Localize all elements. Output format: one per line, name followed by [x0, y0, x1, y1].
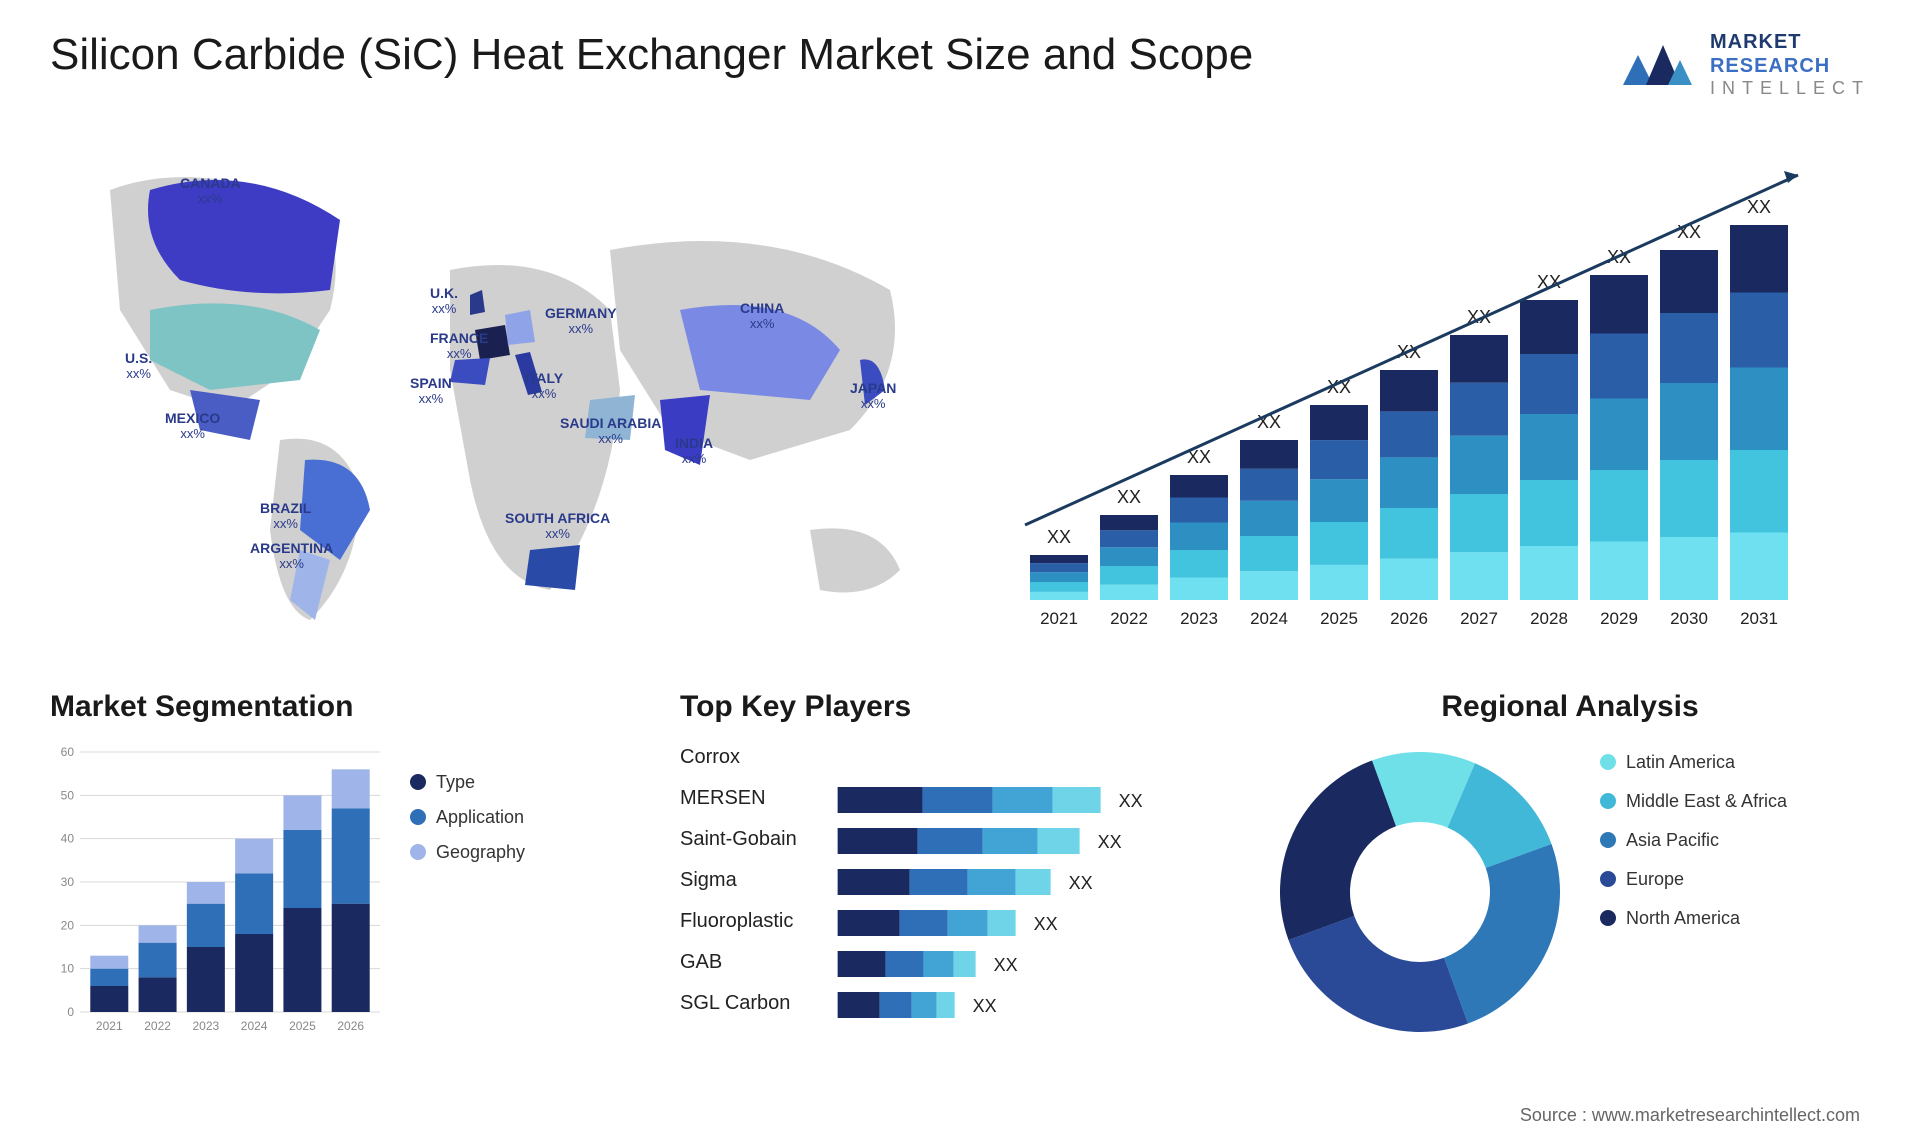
player-name: GAB [680, 951, 797, 979]
svg-text:2031: 2031 [1740, 609, 1778, 628]
seg-legend-geography: Geography [410, 842, 525, 863]
segmentation-title: Market Segmentation [50, 690, 650, 724]
svg-text:2026: 2026 [1390, 609, 1428, 628]
map-label-japan: JAPANxx% [850, 380, 896, 412]
svg-text:2026: 2026 [337, 1019, 364, 1033]
svg-text:2030: 2030 [1670, 609, 1708, 628]
svg-text:XX: XX [1117, 487, 1141, 507]
players-chart: XX XX XX XX XX XX [815, 742, 1240, 1042]
page-title: Silicon Carbide (SiC) Heat Exchanger Mar… [50, 30, 1253, 80]
regional-legend: Latin America Middle East & Africa Asia Pa… [1600, 742, 1787, 929]
svg-text:2022: 2022 [1110, 609, 1148, 628]
svg-text:XX: XX [1047, 527, 1071, 547]
segmentation-legend: Type Application Geography [410, 742, 525, 1042]
svg-text:2025: 2025 [1320, 609, 1358, 628]
svg-text:2027: 2027 [1460, 609, 1498, 628]
svg-text:2024: 2024 [1250, 609, 1288, 628]
map-label-india: INDIAxx% [675, 435, 713, 467]
svg-text:60: 60 [61, 745, 75, 759]
svg-text:XX: XX [1068, 873, 1092, 893]
map-label-brazil: BRAZILxx% [260, 500, 311, 532]
player-name: MERSEN [680, 787, 797, 815]
logo-text-research: RESEARCH [1710, 54, 1870, 78]
player-name: Sigma [680, 869, 797, 897]
segmentation-chart: 0 10 20 30 40 50 60 2021 2022 2023 2024 2025 2026 [50, 742, 390, 1042]
logo-text-intellect: INTELLECT [1710, 78, 1870, 100]
svg-text:XX: XX [1118, 791, 1142, 811]
players-names: Corrox MERSEN Saint-Gobain Sigma Fluoroplast… [680, 742, 797, 1047]
bottom-row: Market Segmentation 0 10 20 30 40 50 60 2021 20… [50, 690, 1870, 1047]
map-label-mexico: MEXICOxx% [165, 410, 220, 442]
svg-text:2023: 2023 [193, 1019, 220, 1033]
svg-text:XX: XX [1033, 914, 1057, 934]
players-panel: Top Key Players Corrox MERSEN Saint-Gobain… [680, 690, 1240, 1047]
map-label-uk: U.K.xx% [430, 285, 458, 317]
svg-text:2028: 2028 [1530, 609, 1568, 628]
svg-text:XX: XX [993, 955, 1017, 975]
main-bar-chart-panel: XXXXXXXXXXXXXXXXXXXXXX 20212022202320242… [990, 130, 1870, 650]
svg-text:2029: 2029 [1600, 609, 1638, 628]
svg-text:50: 50 [61, 788, 75, 802]
seg-legend-type: Type [410, 772, 525, 793]
svg-text:2021: 2021 [96, 1019, 123, 1033]
map-label-canada: CANADAxx% [180, 175, 241, 207]
map-label-southafrica: SOUTH AFRICAxx% [505, 510, 610, 542]
svg-text:2024: 2024 [241, 1019, 268, 1033]
svg-text:2022: 2022 [144, 1019, 171, 1033]
top-row: CANADAxx% U.S.xx% MEXICOxx% BRAZILxx% ARGENT… [50, 130, 1870, 650]
regional-donut [1270, 742, 1570, 1042]
regional-legend-item: Europe [1600, 869, 1787, 890]
map-label-spain: SPAINxx% [410, 375, 452, 407]
world-map-panel: CANADAxx% U.S.xx% MEXICOxx% BRAZILxx% ARGENT… [50, 130, 950, 650]
regional-panel: Regional Analysis Latin America Middle Ea… [1270, 690, 1870, 1047]
svg-text:0: 0 [67, 1005, 74, 1019]
brand-logo: MARKET RESEARCH INTELLECT [1618, 30, 1870, 100]
map-label-france: FRANCExx% [430, 330, 488, 362]
header: Silicon Carbide (SiC) Heat Exchanger Mar… [50, 30, 1870, 100]
player-name: Fluoroplastic [680, 910, 797, 938]
regional-title: Regional Analysis [1270, 690, 1870, 724]
svg-text:XX: XX [1097, 832, 1121, 852]
svg-text:2021: 2021 [1040, 609, 1078, 628]
svg-text:20: 20 [61, 918, 75, 932]
source-attribution: Source : www.marketresearchintellect.com [1520, 1105, 1860, 1126]
player-name: Saint-Gobain [680, 828, 797, 856]
svg-text:10: 10 [61, 961, 75, 975]
logo-text-market: MARKET [1710, 30, 1870, 54]
map-label-germany: GERMANYxx% [545, 305, 617, 337]
regional-legend-item: North America [1600, 908, 1787, 929]
player-name: Corrox [680, 746, 797, 774]
segmentation-panel: Market Segmentation 0 10 20 30 40 50 60 2021 20… [50, 690, 650, 1047]
svg-text:XX: XX [1747, 197, 1771, 217]
svg-text:2025: 2025 [289, 1019, 316, 1033]
map-label-italy: ITALYxx% [525, 370, 563, 402]
svg-text:40: 40 [61, 831, 75, 845]
regional-legend-item: Latin America [1600, 752, 1787, 773]
players-title: Top Key Players [680, 690, 1240, 724]
map-label-us: U.S.xx% [125, 350, 152, 382]
svg-text:XX: XX [972, 996, 996, 1016]
svg-text:30: 30 [61, 875, 75, 889]
world-map [50, 130, 950, 650]
player-name: SGL Carbon [680, 992, 797, 1020]
map-label-china: CHINAxx% [740, 300, 784, 332]
logo-icon [1618, 35, 1698, 95]
svg-text:2023: 2023 [1180, 609, 1218, 628]
seg-legend-application: Application [410, 807, 525, 828]
regional-legend-item: Asia Pacific [1600, 830, 1787, 851]
map-label-argentina: ARGENTINAxx% [250, 540, 333, 572]
regional-legend-item: Middle East & Africa [1600, 791, 1787, 812]
map-label-saudiarabia: SAUDI ARABIAxx% [560, 415, 661, 447]
main-bar-chart: XXXXXXXXXXXXXXXXXXXXXX 20212022202320242… [990, 130, 1870, 650]
